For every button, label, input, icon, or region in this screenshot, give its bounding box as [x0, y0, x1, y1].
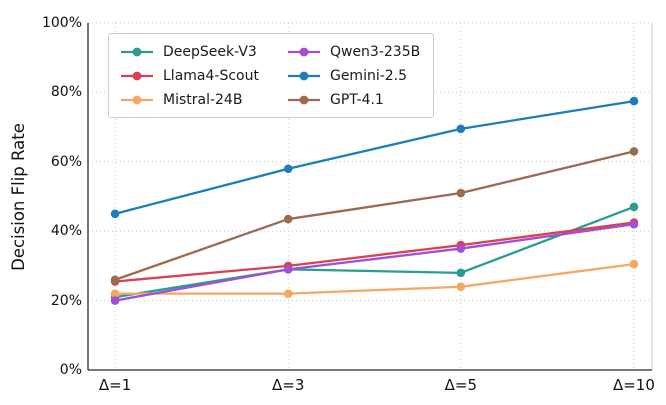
data-point-gpt-4.1 [110, 275, 120, 285]
legend-marker-icon [121, 95, 153, 104]
series-line-gemini-2.5 [113, 99, 636, 216]
legend: DeepSeek-V3 Qwen3-235B Llama4-Scout Gemini-… [108, 33, 435, 118]
legend-item: Gemini-2.5 [287, 65, 420, 86]
legend-marker-icon [287, 47, 320, 56]
legend-item-label: GPT-4.1 [329, 91, 384, 108]
series-line-llama4-scout [113, 221, 636, 283]
data-point-qwen3-235b [456, 244, 466, 253]
legend-item-label: Mistral-24B [163, 91, 243, 108]
series-line-gpt-4.1 [113, 150, 636, 281]
data-point-qwen3-235b [283, 265, 293, 274]
data-point-mistral-24b [456, 282, 466, 292]
x-tick-label: Δ=10 [612, 376, 655, 394]
data-point-gpt-4.1 [456, 188, 466, 198]
legend-item-label: Gemini-2.5 [329, 67, 408, 84]
x-tick-label: Δ=5 [444, 376, 477, 394]
data-point-gemini-2.5 [283, 164, 293, 174]
data-point-gemini-2.5 [456, 124, 466, 134]
series-line-qwen3-235b [113, 223, 636, 302]
legend-marker-icon [287, 71, 320, 80]
y-tick-label: 60% [50, 153, 82, 170]
data-point-qwen3-235b [629, 219, 639, 229]
data-point-gemini-2.5 [110, 209, 120, 219]
legend-item: Qwen3-235B [287, 41, 420, 62]
legend-marker-icon [121, 47, 153, 56]
x-tick-label: Δ=3 [272, 376, 305, 394]
legend-item-label: Qwen3-235B [329, 43, 421, 60]
legend-item: DeepSeek-V3 [120, 41, 259, 62]
data-point-mistral-24b [110, 289, 120, 298]
data-point-gpt-4.1 [283, 214, 293, 224]
y-tick-label: 100% [41, 15, 82, 31]
series-line-mistral-24b [113, 263, 636, 295]
series-line-deepseek-v3 [113, 205, 636, 299]
y-tick-label: 0% [59, 362, 82, 378]
data-point-qwen3-235b [110, 296, 120, 305]
data-point-mistral-24b [283, 289, 293, 298]
legend-item-label: Llama4-Scout [163, 67, 259, 84]
y-tick-label: 20% [50, 292, 82, 309]
y-axis-label: Decision Flip Rate [9, 123, 28, 271]
data-point-mistral-24b [629, 259, 639, 269]
legend-item: Mistral-24B [120, 89, 259, 110]
legend-marker-icon [287, 95, 320, 104]
data-point-gpt-4.1 [629, 147, 639, 156]
data-point-deepseek-v3 [456, 268, 466, 278]
data-point-gemini-2.5 [629, 96, 639, 106]
x-tick-label: Δ=1 [98, 376, 132, 394]
legend-item-label: DeepSeek-V3 [163, 43, 257, 60]
data-point-deepseek-v3 [629, 202, 639, 212]
y-tick-label: 40% [50, 223, 82, 240]
legend-marker-icon [121, 71, 153, 80]
legend-item: GPT-4.1 [287, 89, 420, 110]
legend-item: Llama4-Scout [120, 65, 259, 86]
y-tick-label: 80% [50, 84, 82, 101]
